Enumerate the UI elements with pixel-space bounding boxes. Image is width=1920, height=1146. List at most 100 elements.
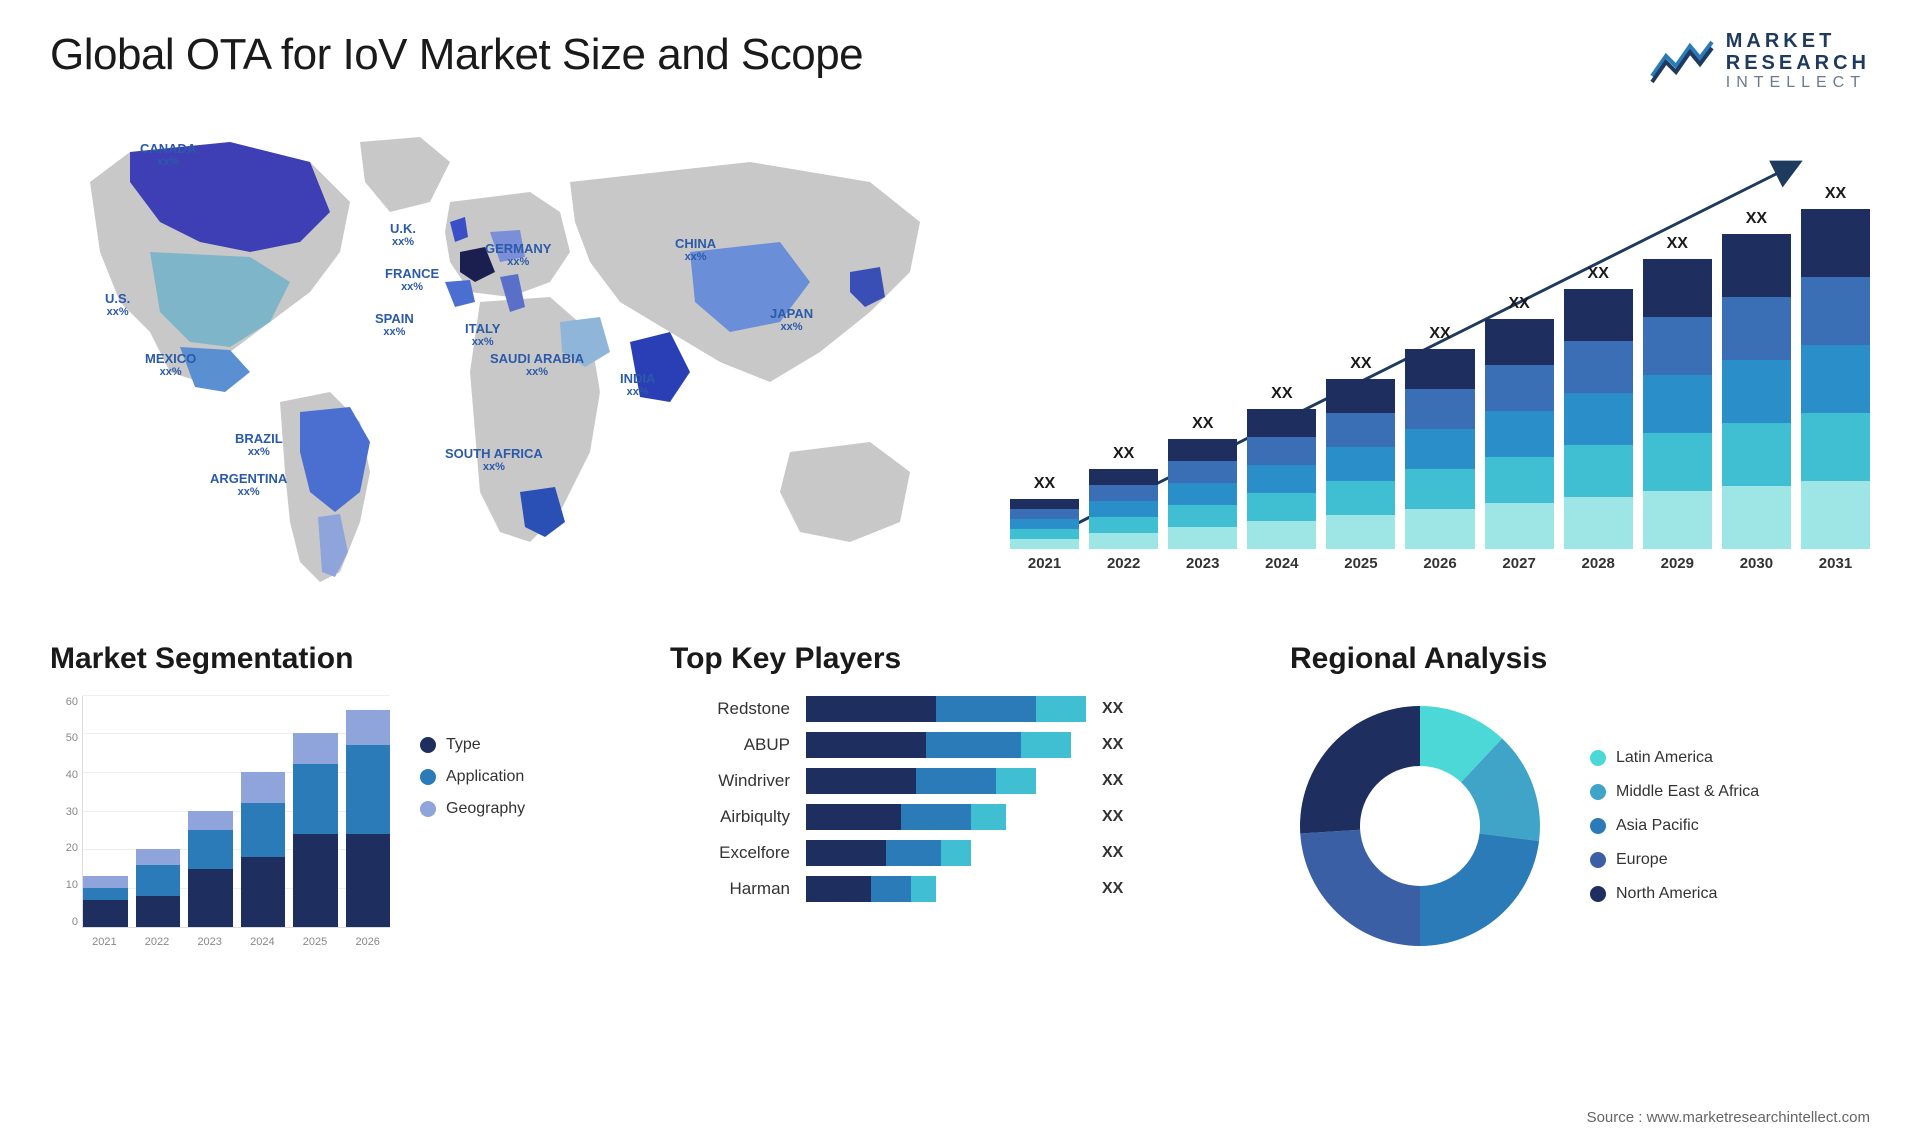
growth-bar-value: XX bbox=[1113, 445, 1134, 463]
seg-legend-item: Geography bbox=[420, 800, 525, 818]
player-name: ABUP bbox=[670, 735, 790, 755]
seg-bar-2026 bbox=[346, 710, 391, 927]
growth-year-label: 2021 bbox=[1028, 555, 1061, 572]
growth-bar-2021: XX2021 bbox=[1010, 475, 1079, 572]
growth-year-label: 2031 bbox=[1819, 555, 1852, 572]
map-label-saudiarabia: SAUDI ARABIAxx% bbox=[490, 352, 584, 378]
player-value: XX bbox=[1102, 700, 1123, 718]
donut-slice-europe bbox=[1300, 829, 1420, 945]
map-label-southafrica: SOUTH AFRICAxx% bbox=[445, 447, 543, 473]
segmentation-legend: Type Application Geography bbox=[420, 696, 525, 956]
growth-bar-value: XX bbox=[1271, 385, 1292, 403]
growth-bar-value: XX bbox=[1746, 210, 1767, 228]
growth-year-label: 2028 bbox=[1582, 555, 1615, 572]
growth-year-label: 2030 bbox=[1740, 555, 1773, 572]
player-row-windriver: WindriverXX bbox=[670, 768, 1250, 794]
growth-bar-value: XX bbox=[1429, 325, 1450, 343]
growth-bar-2031: XX 2031 bbox=[1801, 185, 1870, 572]
seg-legend-item: Type bbox=[420, 736, 525, 754]
source-label: Source : www.marketresearchintellect.com bbox=[1587, 1109, 1870, 1126]
map-label-china: CHINAxx% bbox=[675, 237, 716, 263]
map-label-france: FRANCExx% bbox=[385, 267, 439, 293]
seg-bar-2024 bbox=[241, 772, 286, 927]
growth-bar-2030: XX 2030 bbox=[1722, 210, 1791, 572]
map-spain bbox=[445, 280, 475, 307]
logo-text-3: INTELLECT bbox=[1726, 74, 1870, 92]
donut-slice-north-america bbox=[1300, 706, 1420, 834]
player-name: Redstone bbox=[670, 699, 790, 719]
seg-bar-2021 bbox=[83, 876, 128, 926]
seg-ytick: 60 bbox=[50, 696, 78, 708]
map-label-mexico: MEXICOxx% bbox=[145, 352, 196, 378]
player-row-harman: Harman XX bbox=[670, 876, 1250, 902]
map-label-brazil: BRAZILxx% bbox=[235, 432, 283, 458]
regional-legend-item: Europe bbox=[1590, 851, 1759, 869]
player-value: XX bbox=[1102, 808, 1123, 826]
key-players-title: Top Key Players bbox=[670, 642, 1250, 676]
regional-legend-item: North America bbox=[1590, 885, 1759, 903]
brand-logo: MARKET RESEARCH INTELLECT bbox=[1650, 30, 1870, 92]
map-label-japan: JAPANxx% bbox=[770, 307, 813, 333]
logo-text-2: RESEARCH bbox=[1726, 52, 1870, 74]
player-name: Excelfore bbox=[670, 843, 790, 863]
key-players-chart: RedstoneXXABUPXXWindriverXXAirbiqultyXXE… bbox=[670, 696, 1250, 902]
seg-bar-2025 bbox=[293, 733, 338, 926]
seg-xtick: 2022 bbox=[135, 932, 180, 956]
map-label-india: INDIAxx% bbox=[620, 372, 655, 398]
player-value: XX bbox=[1102, 844, 1123, 862]
seg-ytick: 30 bbox=[50, 806, 78, 818]
page-title: Global OTA for IoV Market Size and Scope bbox=[50, 30, 863, 80]
regional-legend: Latin AmericaMiddle East & AfricaAsia Pa… bbox=[1590, 749, 1759, 903]
logo-mark-icon bbox=[1650, 36, 1714, 86]
map-label-uk: U.K.xx% bbox=[390, 222, 416, 248]
seg-xtick: 2025 bbox=[293, 932, 338, 956]
seg-ytick: 40 bbox=[50, 769, 78, 781]
world-map-panel: CANADAxx%U.S.xx%MEXICOxx%BRAZILxx%ARGENT… bbox=[50, 122, 950, 602]
growth-year-label: 2026 bbox=[1423, 555, 1456, 572]
growth-bar-2025: XX2025 bbox=[1326, 355, 1395, 572]
growth-bar-value: XX bbox=[1192, 415, 1213, 433]
seg-xtick: 2023 bbox=[187, 932, 232, 956]
player-row-abup: ABUPXX bbox=[670, 732, 1250, 758]
growth-bar-2023: XX 2023 bbox=[1168, 415, 1237, 572]
growth-bar-2029: XX2029 bbox=[1643, 235, 1712, 572]
growth-year-label: 2024 bbox=[1265, 555, 1298, 572]
growth-bar-value: XX bbox=[1588, 265, 1609, 283]
growth-bar-value: XX bbox=[1825, 185, 1846, 203]
donut-slice-asia-pacific bbox=[1420, 833, 1539, 945]
regional-legend-item: Asia Pacific bbox=[1590, 817, 1759, 835]
seg-bar-2023 bbox=[188, 811, 233, 927]
growth-bar-2026: XX 2026 bbox=[1405, 325, 1474, 572]
growth-bar-2027: XX 2027 bbox=[1485, 295, 1554, 572]
growth-bar-2028: XX 2028 bbox=[1564, 265, 1633, 572]
growth-chart: XX2021XX2022XX2023XX2024XX2025XX2026XX20… bbox=[1010, 122, 1870, 602]
segmentation-panel: Market Segmentation 6050403020100 202120… bbox=[50, 642, 630, 956]
regional-legend-item: Middle East & Africa bbox=[1590, 783, 1759, 801]
seg-ytick: 0 bbox=[50, 916, 78, 928]
player-row-redstone: Redstone XX bbox=[670, 696, 1250, 722]
regional-donut-chart bbox=[1290, 696, 1550, 956]
player-name: Airbiqulty bbox=[670, 807, 790, 827]
seg-legend-item: Application bbox=[420, 768, 525, 786]
growth-year-label: 2027 bbox=[1502, 555, 1535, 572]
player-row-airbiqulty: Airbiqulty XX bbox=[670, 804, 1250, 830]
player-value: XX bbox=[1102, 880, 1123, 898]
player-row-excelfore: Excelfore XX bbox=[670, 840, 1250, 866]
segmentation-title: Market Segmentation bbox=[50, 642, 630, 676]
logo-text-1: MARKET bbox=[1726, 30, 1870, 52]
growth-bar-2022: XX2022 bbox=[1089, 445, 1158, 572]
seg-xtick: 2024 bbox=[240, 932, 285, 956]
map-label-spain: SPAINxx% bbox=[375, 312, 414, 338]
key-players-panel: Top Key Players RedstoneXXABUPXXWindrive… bbox=[670, 642, 1250, 956]
map-label-germany: GERMANYxx% bbox=[485, 242, 551, 268]
growth-bar-value: XX bbox=[1667, 235, 1688, 253]
player-name: Harman bbox=[670, 879, 790, 899]
seg-xtick: 2021 bbox=[82, 932, 127, 956]
growth-bar-value: XX bbox=[1508, 295, 1529, 313]
map-label-canada: CANADAxx% bbox=[140, 142, 196, 168]
seg-xtick: 2026 bbox=[345, 932, 390, 956]
growth-year-label: 2023 bbox=[1186, 555, 1219, 572]
player-name: Windriver bbox=[670, 771, 790, 791]
seg-ytick: 10 bbox=[50, 879, 78, 891]
seg-bar-2022 bbox=[136, 849, 181, 926]
